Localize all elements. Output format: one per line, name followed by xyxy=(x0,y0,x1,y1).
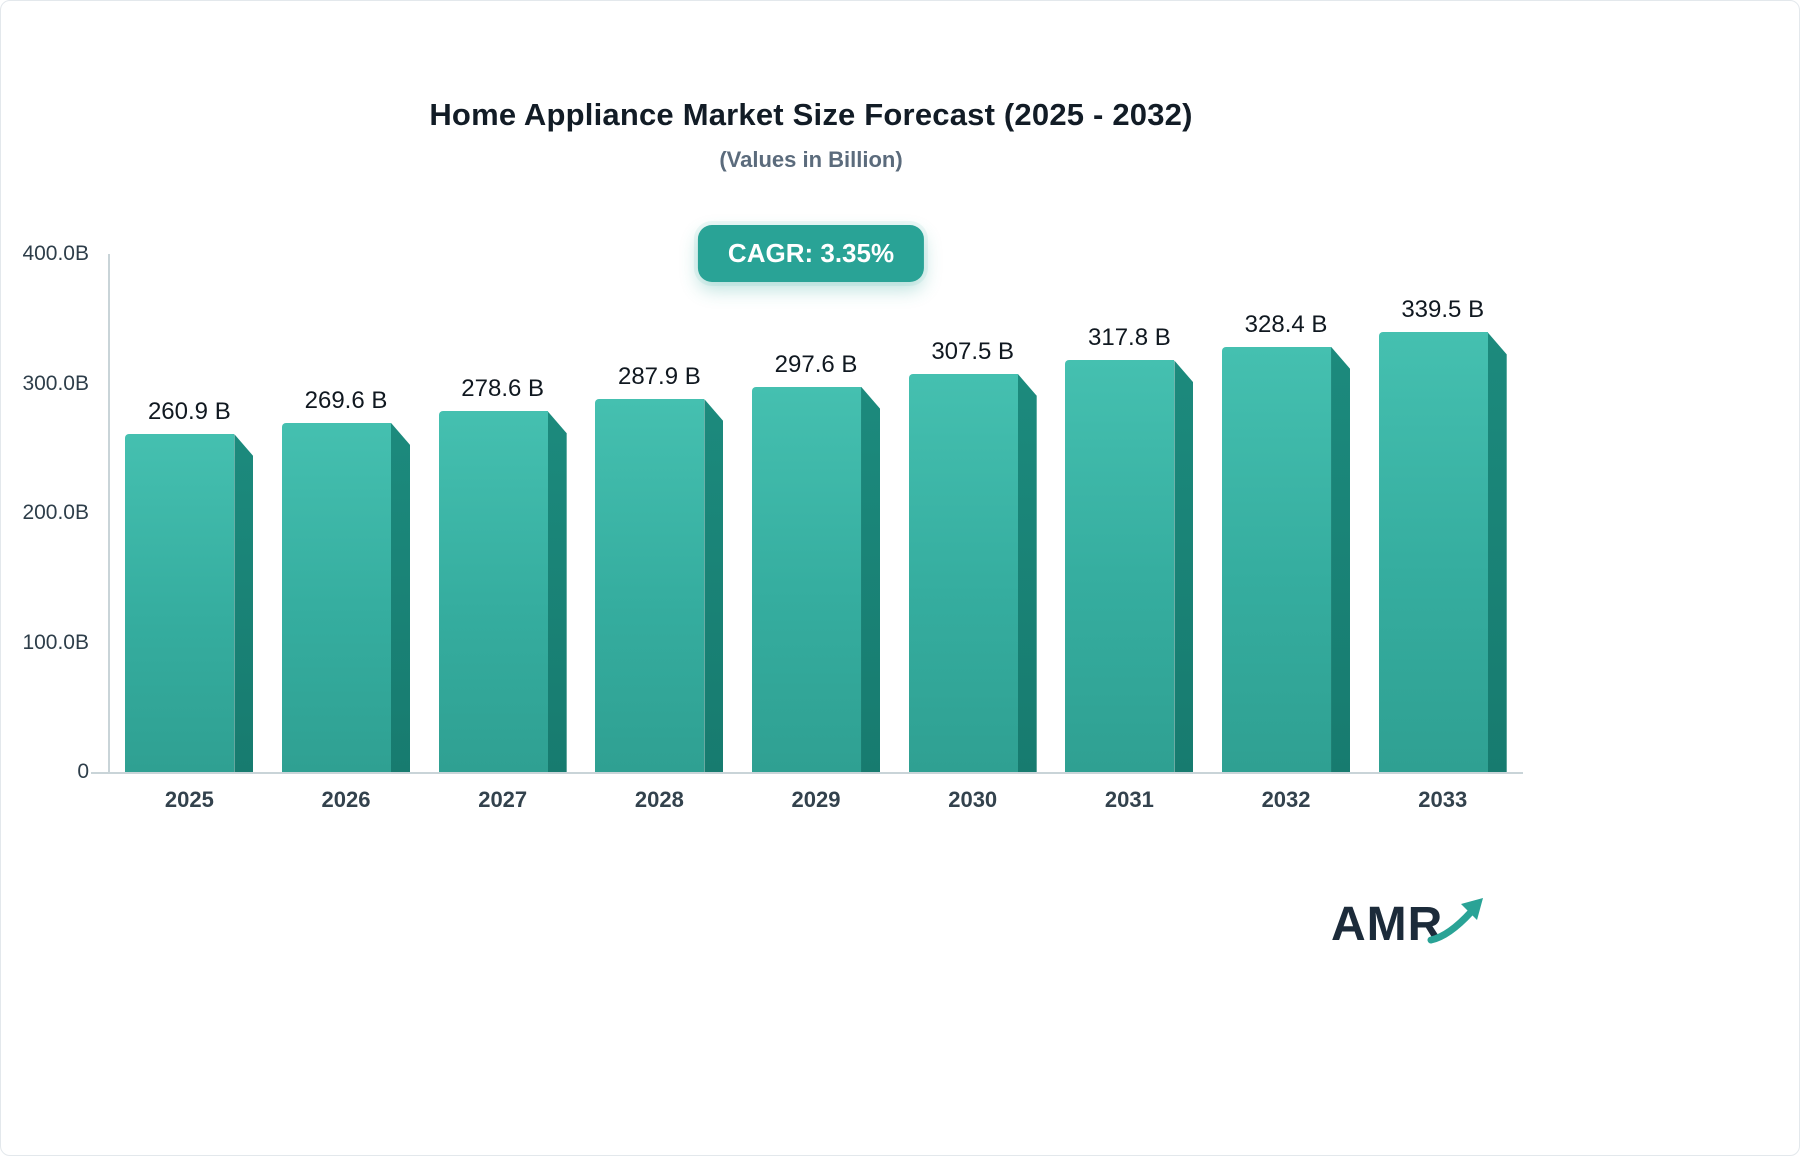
x-axis-tick-label: 2026 xyxy=(321,787,371,812)
bar-side-shadow xyxy=(1331,346,1351,772)
x-axis-tick-label: 2025 xyxy=(164,787,214,812)
y-axis-tick-label: 100.0B xyxy=(22,630,89,654)
bar-value-label: 278.6 B xyxy=(461,375,545,403)
bar-face xyxy=(908,373,1018,772)
amr-logo: AMR xyxy=(1331,897,1489,952)
bar-value-label: 260.9 B xyxy=(147,398,231,426)
bar-2030: 307.5 B xyxy=(908,338,1037,772)
chart-title: Home Appliance Market Size Forecast (202… xyxy=(429,97,1193,132)
bar-value-label: 269.6 B xyxy=(304,386,388,414)
bar-value-label: 307.5 B xyxy=(931,337,1015,365)
bar-side-shadow xyxy=(234,434,254,772)
bar-slot: 317.8 B xyxy=(1051,254,1208,772)
y-axis-tick-label: 0 xyxy=(77,760,89,783)
bar-face xyxy=(595,399,705,772)
bar-side-shadow xyxy=(547,411,567,772)
bar-slot: 269.6 B xyxy=(268,254,425,772)
chart-subtitle: (Values in Billion) xyxy=(719,147,903,172)
bar-slot: 297.6 B xyxy=(738,254,895,772)
bar-face xyxy=(438,411,548,772)
bar-side-shadow xyxy=(1174,360,1194,772)
bar-2033: 339.5 B xyxy=(1378,296,1507,772)
bar-side-shadow xyxy=(704,399,724,772)
bar-2031: 317.8 B xyxy=(1065,324,1194,772)
bar-2028: 287.9 B xyxy=(595,363,724,772)
y-axis-line xyxy=(108,254,110,773)
bar-side-shadow xyxy=(1017,373,1037,772)
bar-slot: 287.9 B xyxy=(581,254,738,772)
plot-area: 260.9 B 269.6 B 278.6 B 287.9 B 297.6 B 307.5… xyxy=(111,254,1521,772)
bar-side-shadow xyxy=(861,386,881,772)
bar-value-label: 328.4 B xyxy=(1244,310,1328,338)
bar-slot: 339.5 B xyxy=(1364,254,1521,772)
bar-face xyxy=(125,434,235,772)
bar-slot: 328.4 B xyxy=(1208,254,1365,772)
amr-logo-text: AMR xyxy=(1331,898,1444,951)
x-axis: 2025 2026 2027 2028 2029 2030 2031 2032 2033 xyxy=(111,787,1521,813)
bar-slot: 307.5 B xyxy=(894,254,1051,772)
bar-2029: 297.6 B xyxy=(752,351,881,772)
bar-value-label: 297.6 B xyxy=(774,350,858,378)
x-axis-line xyxy=(91,772,1523,774)
x-axis-tick-label: 2033 xyxy=(1418,787,1468,812)
x-axis-tick-label: 2029 xyxy=(791,787,841,812)
y-axis-tick-label: 400.0B xyxy=(22,242,89,265)
bar-2026: 269.6 B xyxy=(282,387,410,772)
bar-slot: 260.9 B xyxy=(111,254,268,772)
x-axis-tick-label: 2027 xyxy=(478,787,528,812)
y-axis-tick-label: 300.0B xyxy=(22,371,89,395)
y-axis-tick-label: 200.0B xyxy=(22,501,89,524)
bar-2025: 260.9 B xyxy=(125,398,254,772)
bar-face xyxy=(282,422,391,772)
bar-face xyxy=(1378,332,1488,772)
bar-value-label: 287.9 B xyxy=(617,363,701,391)
bar-face xyxy=(1222,346,1332,772)
x-axis-tick-label: 2031 xyxy=(1104,787,1154,812)
bar-slot: 278.6 B xyxy=(424,254,581,772)
x-axis-tick-label: 2028 xyxy=(634,787,684,812)
x-axis-tick-label: 2030 xyxy=(948,787,998,812)
bar-2032: 328.4 B xyxy=(1222,311,1351,772)
chart-header: Home Appliance Market Size Forecast (202… xyxy=(1,1,1621,173)
bar-value-label: 339.5 B xyxy=(1401,296,1485,324)
x-axis-tick-label: 2032 xyxy=(1261,787,1311,812)
bar-face xyxy=(752,386,862,772)
bar-value-label: 317.8 B xyxy=(1087,324,1171,352)
y-axis: 0 100.0B 200.0B 300.0B 400.0B xyxy=(1,242,89,783)
bar-side-shadow xyxy=(391,422,410,772)
bar-2027: 278.6 B xyxy=(438,375,567,772)
cagr-badge: CAGR: 3.35% xyxy=(697,225,925,282)
growth-arrow-icon xyxy=(1427,897,1484,943)
bar-face xyxy=(1065,360,1175,772)
bar-side-shadow xyxy=(1487,332,1507,772)
